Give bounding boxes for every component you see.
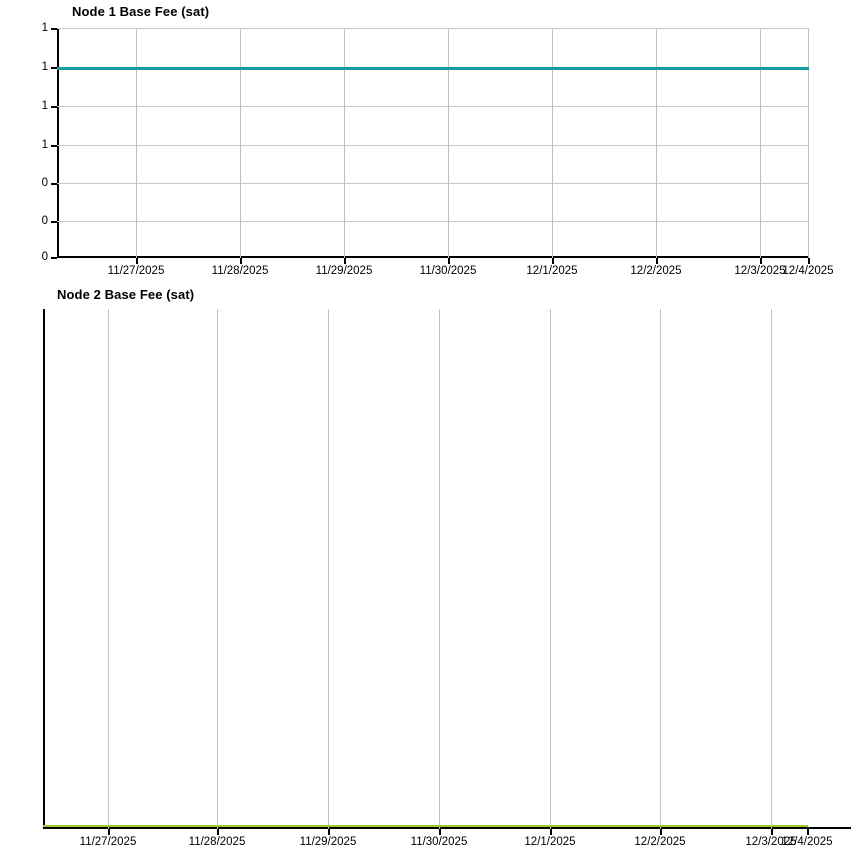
chart-1-x-tick-mark [240,258,242,264]
chart-2-x-tick-mark [807,829,809,835]
chart-2-x-tick-mark [108,829,110,835]
chart-1-y-tick-label: 0 [41,251,48,263]
chart-2-gridline-v [550,309,551,829]
chart-2-y-axis-line [43,309,45,829]
chart-2-x-tick-label: 12/4/2025 [781,836,833,848]
chart-1-y-axis-line [57,28,59,258]
chart-2-plot-area: 11/27/2025 11/28/2025 11/29/2025 11/30/2… [43,309,851,848]
chart-1-y-tick-mark [51,257,57,259]
chart-2-x-tick-label: 11/30/2025 [410,836,468,848]
chart-1-y-tick-label: 1 [41,22,48,34]
chart-1-y-tick-label: 0 [41,177,48,189]
chart-2-gridline-v [108,309,109,829]
chart-1-gridline-h [57,106,809,107]
chart-2-x-tick-label: 12/2/2025 [634,836,686,848]
chart-1-x-axis-line [57,256,809,258]
chart-1-gridline-v [808,28,809,258]
chart-2-gridline-v [660,309,661,829]
chart-1-x-tick-mark [656,258,658,264]
chart-1-y-tick-label: 1 [41,100,48,112]
chart-2-x-tick-mark [771,829,773,835]
chart-1-gridline-h [57,145,809,146]
chart-2-x-tick-mark [328,829,330,835]
chart-1-gridline-v [656,28,657,258]
chart-1-y-tick-label: 1 [41,61,48,73]
chart-1-x-tick-mark [136,258,138,264]
chart-2-x-axis-line [43,827,851,829]
chart-1-x-tick-mark [760,258,762,264]
chart-1-x-tick-label: 12/1/2025 [526,265,578,277]
chart-1-gridline-h [57,221,809,222]
chart-1-x-tick-label: 12/2/2025 [630,265,682,277]
chart-panel-node-1: Node 1 Base Fee (sat) 1 1 1 [0,0,860,282]
chart-1-x-tick-mark [448,258,450,264]
chart-1-gridline-h [57,183,809,184]
chart-2-x-tick-mark [217,829,219,835]
chart-2-x-tick-label: 11/28/2025 [188,836,246,848]
chart-1-gridline-v [344,28,345,258]
chart-1-gridline-v [240,28,241,258]
chart-1-x-tick-mark [344,258,346,264]
chart-1-gridline-v [552,28,553,258]
chart-1-y-tick-mark [51,221,57,223]
chart-1-x-tick-label: 11/30/2025 [419,265,477,277]
chart-1-y-tick-mark [51,145,57,147]
chart-2-x-tick-mark [660,829,662,835]
chart-1-y-tick-mark [51,28,57,30]
chart-1-gridline-v [448,28,449,258]
chart-1-y-tick-mark [51,67,57,69]
chart-2-gridline-v [439,309,440,829]
chart-2-title: Node 2 Base Fee (sat) [57,287,195,302]
chart-1-x-tick-label: 11/29/2025 [315,265,373,277]
chart-1-gridline-v [136,28,137,258]
chart-1-y-tick-mark [51,106,57,108]
chart-2-x-tick-mark [439,829,441,835]
chart-1-x-tick-label: 11/28/2025 [211,265,269,277]
chart-2-x-tick-label: 12/1/2025 [524,836,576,848]
chart-1-x-tick-label: 12/3/2025 [734,265,786,277]
chart-1-x-tick-mark [552,258,554,264]
chart-1-title: Node 1 Base Fee (sat) [72,4,210,19]
chart-panel-node-2: Node 2 Base Fee (sat) 11/27/2025 11/28/2… [0,282,860,848]
chart-1-y-tick-label: 1 [41,139,48,151]
chart-1-plot-area: 1 1 1 1 0 [42,22,834,277]
chart-2-x-tick-mark [550,829,552,835]
chart-1-gridline-v [760,28,761,258]
chart-2-gridline-v [328,309,329,829]
chart-1-y-tick-label: 0 [41,215,48,227]
chart-2-gridline-v [217,309,218,829]
chart-2-series-line [43,825,808,827]
chart-2-x-tick-label: 11/27/2025 [79,836,137,848]
chart-2-gridline-v [771,309,772,829]
chart-1-x-tick-label: 11/27/2025 [107,265,165,277]
chart-1-x-tick-mark [808,258,810,264]
chart-2-x-tick-label: 11/29/2025 [299,836,357,848]
chart-1-y-tick-mark [51,183,57,185]
chart-1-gridline-h [57,28,809,29]
chart-1-x-tick-label: 12/4/2025 [782,265,834,277]
chart-1-series-line [57,67,809,70]
